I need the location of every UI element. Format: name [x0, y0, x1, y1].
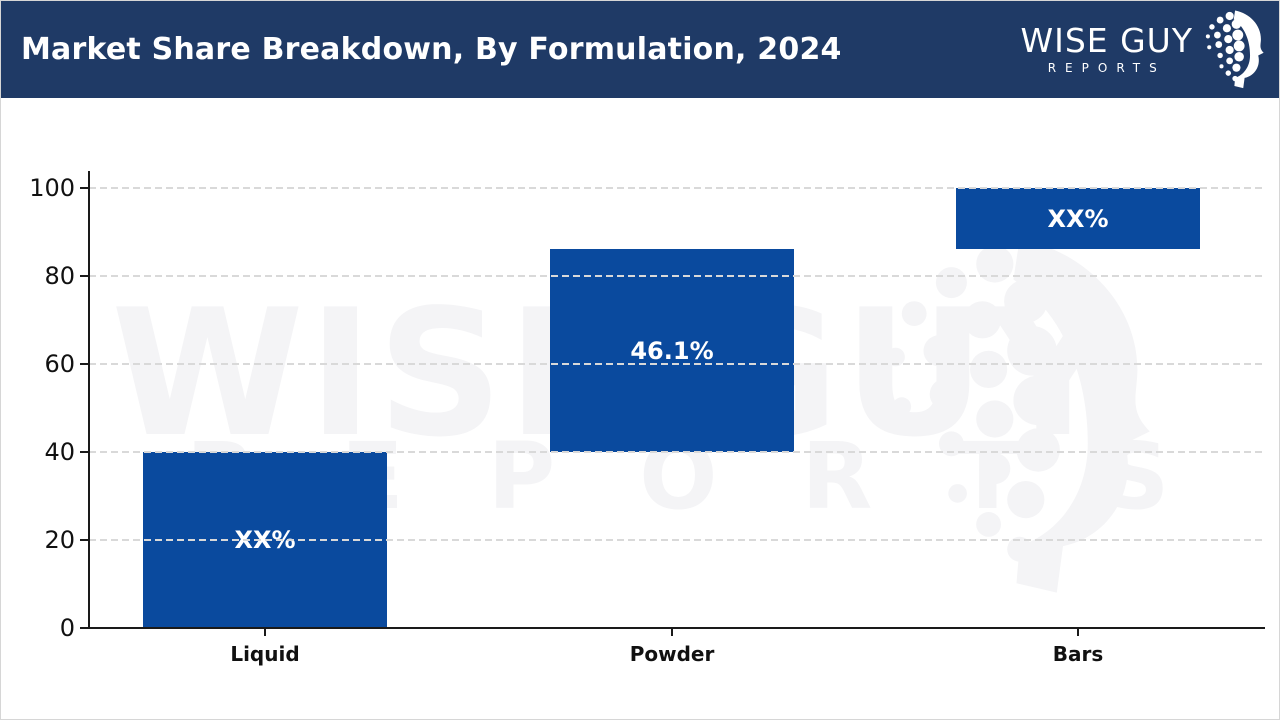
gridline-40: [89, 451, 1263, 453]
bar-value-label: XX%: [1047, 204, 1109, 233]
x-tick-label-bars: Bars: [1052, 642, 1104, 666]
gridline-60: [89, 363, 1263, 365]
y-tick-0: [80, 627, 88, 629]
logo-wordmark: WISE GUY: [1020, 21, 1193, 60]
logo-subtitle: REPORTS: [1047, 61, 1166, 75]
bar-powder: 46.1%: [550, 249, 794, 452]
header-bar: Market Share Breakdown, By Formulation, …: [1, 1, 1279, 98]
y-axis-line: [88, 171, 90, 629]
x-axis-line: [88, 627, 1265, 629]
y-tick-80: [80, 275, 88, 277]
bar-value-label: 46.1%: [630, 336, 714, 365]
x-tick-label-liquid: Liquid: [230, 642, 300, 666]
y-tick-40: [80, 451, 88, 453]
gridline-80: [89, 275, 1263, 277]
wise-guy-reports-logo: WISE GUY REPORTS: [1020, 9, 1265, 91]
y-tick-label-20: 20: [44, 526, 75, 554]
y-tick-label-0: 0: [59, 614, 75, 642]
x-tick-powder: [671, 628, 673, 636]
logo-text: WISE GUY REPORTS: [1020, 21, 1193, 76]
y-tick-100: [80, 187, 88, 189]
page-title: Market Share Breakdown, By Formulation, …: [21, 32, 842, 67]
bar-bars: XX%: [956, 188, 1200, 250]
gridline-100: [89, 187, 1263, 189]
y-tick-label-100: 100: [29, 174, 75, 202]
y-tick-label-60: 60: [44, 350, 75, 378]
gridline-20: [89, 539, 1263, 541]
logo-face-icon: [1197, 9, 1265, 91]
y-tick-label-40: 40: [44, 438, 75, 466]
x-tick-label-powder: Powder: [629, 642, 715, 666]
chart-canvas: WISE GUY R E P O R T S 0 20 40 60 80 100 XX% 46…: [1, 98, 1279, 719]
y-tick-20: [80, 539, 88, 541]
x-tick-bars: [1077, 628, 1079, 636]
x-tick-liquid: [264, 628, 266, 636]
y-tick-label-80: 80: [44, 262, 75, 290]
y-tick-60: [80, 363, 88, 365]
